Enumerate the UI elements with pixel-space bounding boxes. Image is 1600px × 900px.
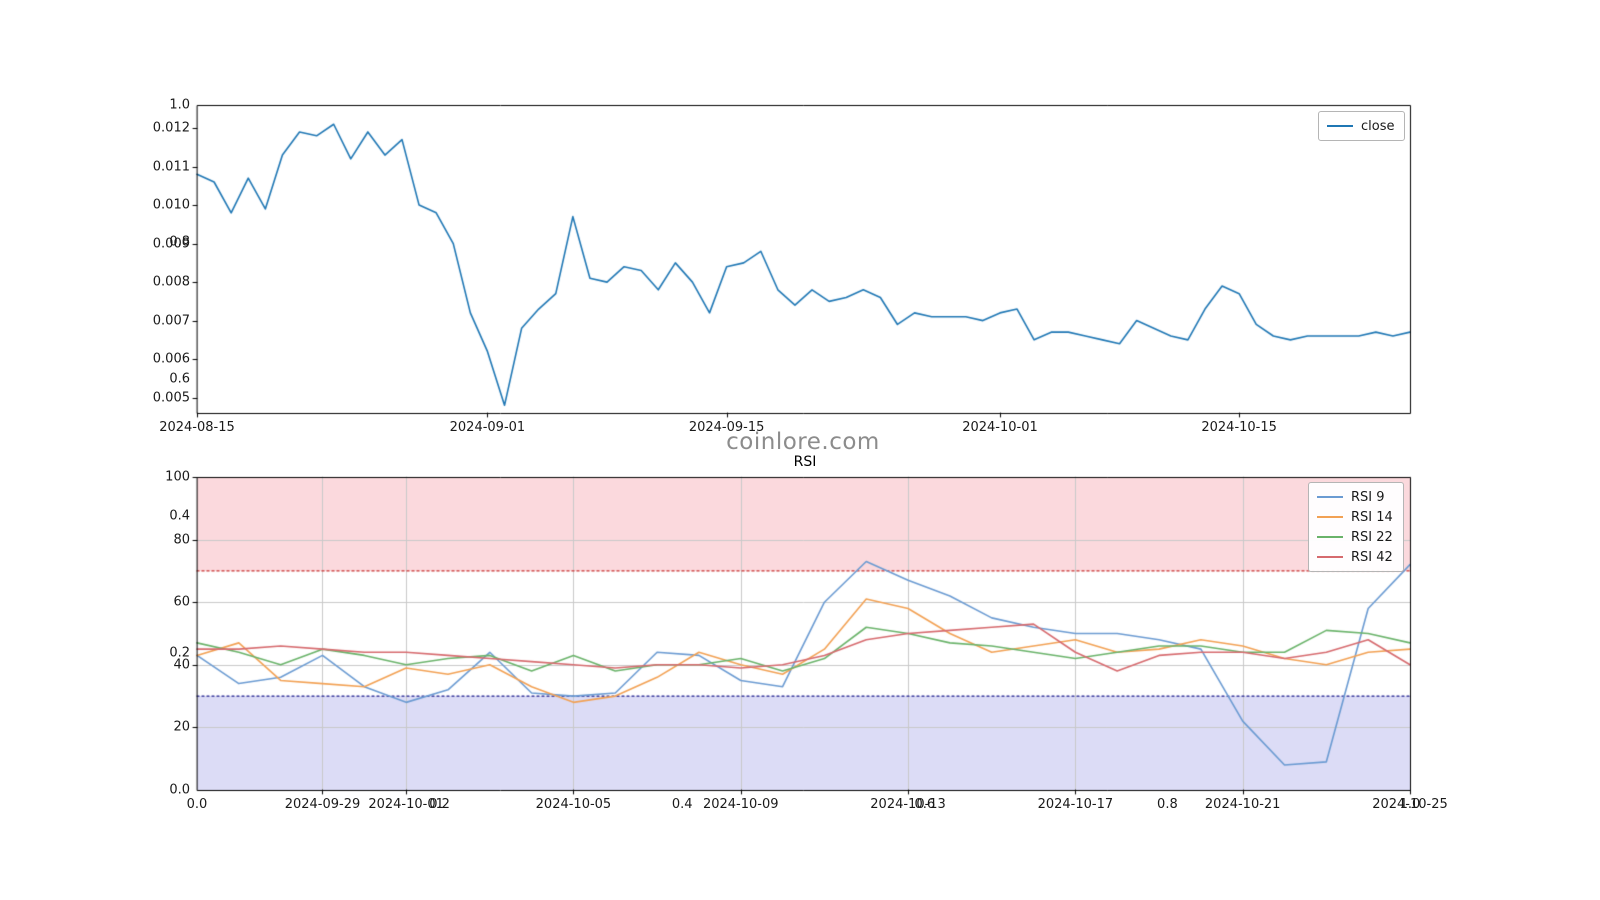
legend-line-sample <box>1317 536 1343 538</box>
legend-line-sample <box>1327 125 1353 127</box>
legend-line-sample <box>1317 516 1343 518</box>
legend-label: RSI 9 <box>1351 489 1385 505</box>
legend-label: RSI 22 <box>1351 529 1393 545</box>
legend-item: close <box>1327 116 1394 136</box>
legend-label: RSI 42 <box>1351 549 1393 565</box>
legend-line-sample <box>1317 496 1343 498</box>
watermark: coinlore.com <box>726 429 880 455</box>
legend-label: RSI 14 <box>1351 509 1393 525</box>
legend-item: RSI 14 <box>1317 507 1393 527</box>
legend-rsi: RSI 9 RSI 14 RSI 22 RSI 42 <box>1308 482 1404 572</box>
rsi-subplot-title: RSI <box>793 454 817 470</box>
legend-item: RSI 42 <box>1317 547 1393 567</box>
legend-line-sample <box>1317 556 1343 558</box>
legend-label: close <box>1361 118 1395 134</box>
legend-item: RSI 22 <box>1317 527 1393 547</box>
legend-item: RSI 9 <box>1317 487 1393 507</box>
legend-close: close <box>1318 111 1406 141</box>
